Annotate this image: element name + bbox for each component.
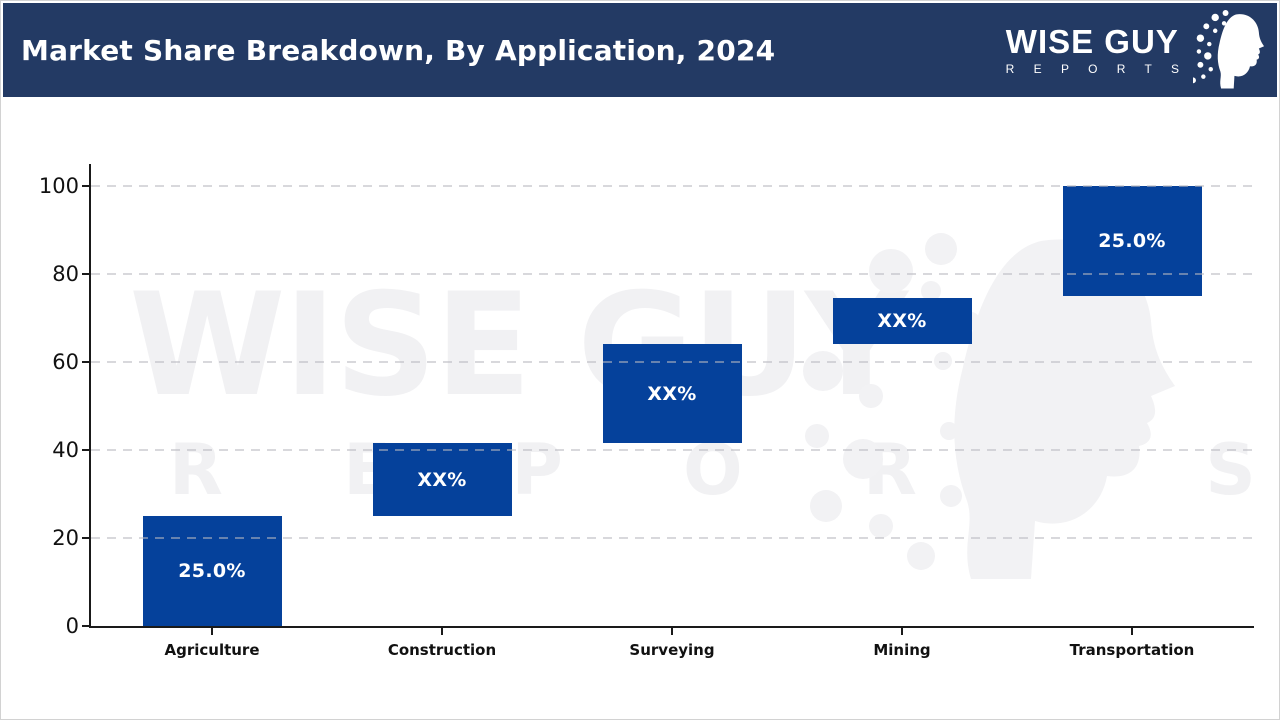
x-axis-line [89, 626, 1254, 628]
gridline-y-40 [91, 449, 1254, 451]
bar-construction: XX% [372, 443, 512, 516]
bar-value-label-transportation: 25.0% [1098, 230, 1166, 252]
x-tick-label-mining: Mining [873, 641, 931, 659]
bar-value-label-agriculture: 25.0% [178, 560, 246, 582]
y-tick-label-40: 40 [52, 438, 79, 462]
logo-brand-subtitle: R E P O R T S [1005, 62, 1187, 76]
bar-value-label-construction: XX% [417, 468, 467, 491]
wise-guy-reports-logo: WISE GUY R E P O R T S [998, 8, 1277, 92]
bar-value-label-mining: XX% [877, 310, 927, 333]
header-bar: Market Share Breakdown, By Application, … [3, 3, 1277, 97]
y-tick-mark-20 [82, 537, 89, 539]
y-tick-mark-100 [82, 185, 89, 187]
y-tick-label-100: 100 [38, 174, 79, 198]
gridline-y-100 [91, 185, 1254, 187]
watermark-wordmark: WISE GUY [129, 263, 908, 428]
logo-brand-name: WISE GUY [1005, 23, 1179, 60]
y-tick-label-20: 20 [52, 526, 79, 550]
gridline-y-60 [91, 361, 1254, 363]
x-tick-label-agriculture: Agriculture [164, 641, 260, 659]
x-tick-label-construction: Construction [387, 641, 497, 659]
y-axis-line [89, 164, 91, 628]
logo-head-profile-icon [1193, 10, 1265, 89]
bar-value-label-surveying: XX% [647, 382, 697, 405]
logo-wordmark: WISE GUY R E P O R T S [998, 25, 1187, 75]
x-tick-label-transportation: Transportation [1069, 641, 1195, 659]
x-tick-mark-mining [901, 628, 903, 635]
chart-title: Market Share Breakdown, By Application, … [21, 33, 776, 67]
bar-transportation: 25.0% [1062, 186, 1202, 296]
x-tick-mark-agriculture [211, 628, 213, 635]
y-tick-mark-0 [82, 625, 89, 627]
x-tick-mark-construction [441, 628, 443, 635]
gridline-y-80 [91, 273, 1254, 275]
bar-mining: XX% [832, 298, 972, 345]
x-tick-mark-surveying [671, 628, 673, 635]
bar-agriculture: 25.0% [142, 516, 282, 626]
y-tick-label-60: 60 [52, 350, 79, 374]
x-tick-mark-transportation [1131, 628, 1133, 635]
y-tick-mark-80 [82, 273, 89, 275]
y-tick-label-0: 0 [65, 614, 79, 638]
bar-surveying: XX% [602, 344, 742, 444]
y-tick-mark-40 [82, 449, 89, 451]
gridline-y-20 [91, 537, 1254, 539]
y-tick-label-80: 80 [52, 262, 79, 286]
x-tick-label-surveying: Surveying [629, 641, 715, 659]
y-tick-mark-60 [82, 361, 89, 363]
